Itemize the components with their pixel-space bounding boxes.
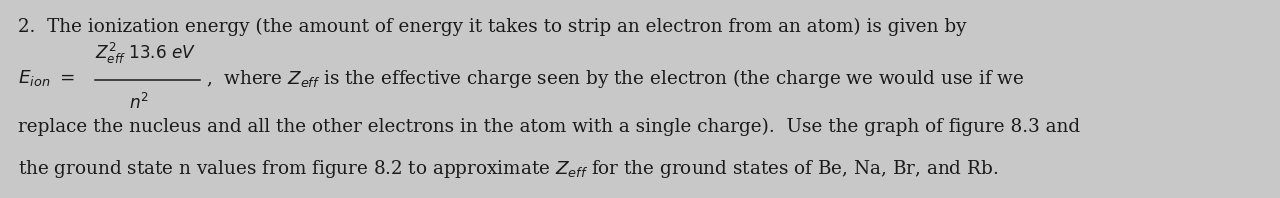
Text: the ground state n values from figure 8.2 to approximate $Z_{eff}$ for the groun: the ground state n values from figure 8.…	[18, 158, 998, 180]
Text: $n^{2}$: $n^{2}$	[128, 93, 148, 113]
Text: ,  where $Z_{eff}$ is the effective charge seen by the electron (the charge we w: , where $Z_{eff}$ is the effective charg…	[206, 67, 1024, 89]
Text: 2.  The ionization energy (the amount of energy it takes to strip an electron fr: 2. The ionization energy (the amount of …	[18, 18, 966, 36]
Text: replace the nucleus and all the other electrons in the atom with a single charge: replace the nucleus and all the other el…	[18, 118, 1080, 136]
Text: $E_{ion}\ =$: $E_{ion}\ =$	[18, 68, 74, 88]
Text: $Z_{eff}^{2}\ 13.6\ eV$: $Z_{eff}^{2}\ 13.6\ eV$	[95, 41, 196, 66]
